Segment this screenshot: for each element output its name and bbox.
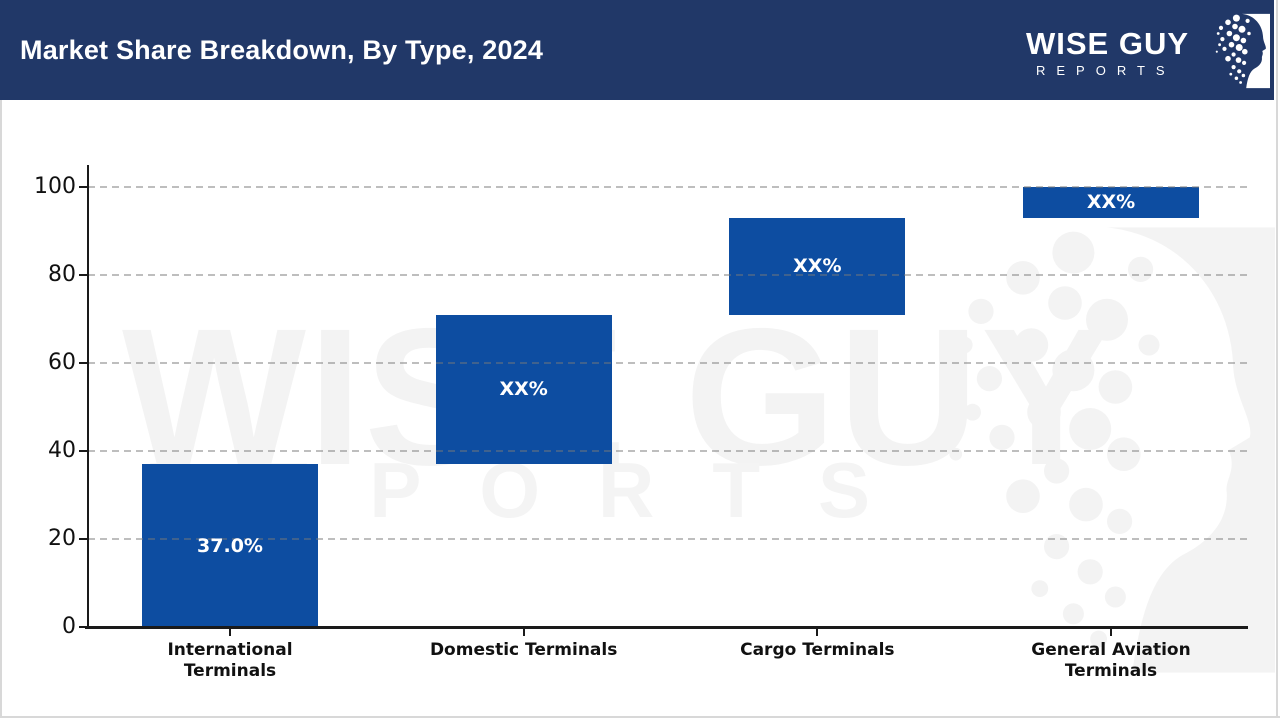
page-title: Market Share Breakdown, By Type, 2024: [20, 34, 544, 65]
y-tick-mark-60: [79, 362, 87, 364]
x-tick-label-domestic-terminals: Domestic Terminals: [374, 640, 674, 661]
logo-wordmark: WISE GUY: [1026, 26, 1190, 61]
gridline-y-60: [88, 362, 1250, 364]
y-tick-mark-20: [79, 538, 87, 540]
y-tick-label-0: 0: [62, 614, 76, 639]
x-tick-label-line: Terminals: [183, 661, 277, 681]
y-tick-mark-40: [79, 450, 87, 452]
x-tick-label-line: Cargo Terminals: [740, 640, 895, 660]
x-tick-mark-general-aviation-terminals: [1110, 628, 1112, 636]
x-tick-label-general-aviation-terminals: General Aviation Terminals: [961, 640, 1261, 682]
x-tick-label-line: Domestic Terminals: [429, 640, 618, 660]
y-tick-label-20: 20: [48, 526, 76, 551]
x-tick-label-line: General Aviation: [1031, 640, 1191, 660]
gridline-y-100: [88, 186, 1250, 188]
bar-value-label-domestic-terminals: XX%: [499, 378, 548, 401]
y-tick-mark-0: [79, 626, 87, 628]
bar-domestic-terminals: [435, 314, 612, 465]
x-tick-mark-cargo-terminals: [816, 628, 819, 636]
figure-border-bottom: [0, 716, 1280, 718]
logo-subtitle: REPORTS: [1036, 63, 1176, 78]
wise-guy-reports-logo: WISE GUY REPORTS: [1026, 0, 1270, 100]
x-tick-label-international-terminals: International Terminals: [80, 640, 380, 682]
y-tick-label-40: 40: [48, 438, 76, 463]
y-axis-line: [86, 165, 89, 628]
x-tick-mark-international-terminals: [229, 628, 231, 636]
figure-border-left: [0, 100, 2, 717]
y-tick-label-100: 100: [34, 174, 76, 199]
gridline-y-40: [88, 450, 1250, 452]
x-tick-mark-domestic-terminals: [522, 628, 525, 636]
bar-cargo-terminals: [729, 217, 906, 315]
x-tick-label-cargo-terminals: Cargo Terminals: [667, 640, 967, 661]
bar-value-label-international-terminals: 37.0%: [197, 534, 263, 557]
figure-border-right: [1276, 0, 1278, 717]
bar-value-label-general-aviation-terminals: XX%: [1086, 191, 1136, 214]
y-tick-mark-100: [79, 186, 87, 188]
header-bar: Market Share Breakdown, By Type, 2024 WI…: [0, 0, 1274, 100]
y-tick-label-60: 60: [48, 350, 76, 375]
x-axis-line: [85, 626, 1248, 629]
wise-guy-face-icon: [1215, 13, 1270, 89]
y-tick-mark-80: [79, 274, 87, 276]
x-tick-label-line: Terminals: [1064, 661, 1158, 681]
bar-value-label-cargo-terminals: XX%: [793, 255, 842, 278]
bar-international-terminals: [142, 464, 318, 627]
gridline-y-20: [88, 538, 1250, 540]
x-tick-label-line: International: [167, 640, 293, 660]
y-tick-label-80: 80: [48, 262, 76, 287]
bar-general-aviation-terminals: [1023, 187, 1199, 218]
gridline-y-80: [88, 274, 1250, 276]
